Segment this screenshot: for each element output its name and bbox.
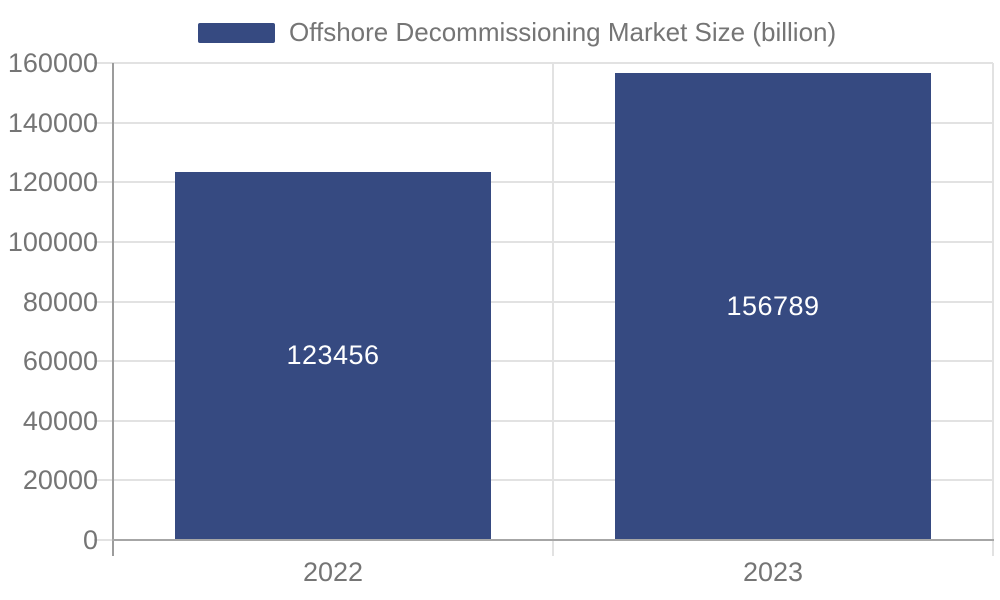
bar-2022[interactable]: 123456 [175,171,491,540]
y-tick-label: 0 [82,525,98,555]
plot-area: 0 20000 40000 60000 80000 100000 120000 140000 1… [8,48,994,587]
y-axis-tick [94,479,113,482]
y-tick-label: 120000 [7,167,98,198]
x-axis-tick [992,540,994,556]
gridline-x-boundary [992,63,994,540]
y-axis-tick [94,121,113,124]
bar-2023[interactable]: 156789 [615,72,931,540]
y-tick-label: 160000 [7,48,98,78]
y-axis-tick [94,539,113,541]
y-axis-tick [94,181,113,184]
bar-value-label: 123456 [286,340,380,371]
gridline-x-boundary [552,63,554,540]
y-axis-tick [94,360,113,363]
x-axis-line [112,539,994,541]
y-axis-line [112,63,114,556]
y-tick-label: 140000 [7,107,98,138]
y-axis-tick [94,419,113,422]
legend[interactable]: Offshore Decommissioning Market Size (bi… [198,17,836,48]
y-axis-tick [94,240,113,243]
y-tick-label: 100000 [7,226,98,257]
y-tick-label: 40000 [22,405,98,436]
y-axis-tick [94,300,113,303]
x-axis-tick [552,540,554,556]
x-tick-label-2023: 2023 [742,557,804,587]
y-tick-label: 60000 [22,346,98,377]
y-axis-tick [94,62,113,64]
x-tick-label-2022: 2022 [302,557,364,587]
legend-label: Offshore Decommissioning Market Size (bi… [289,17,837,47]
y-tick-label: 80000 [22,286,98,317]
bar-value-label: 156789 [726,290,820,321]
legend-swatch [198,22,275,43]
y-tick-label: 20000 [22,465,98,496]
